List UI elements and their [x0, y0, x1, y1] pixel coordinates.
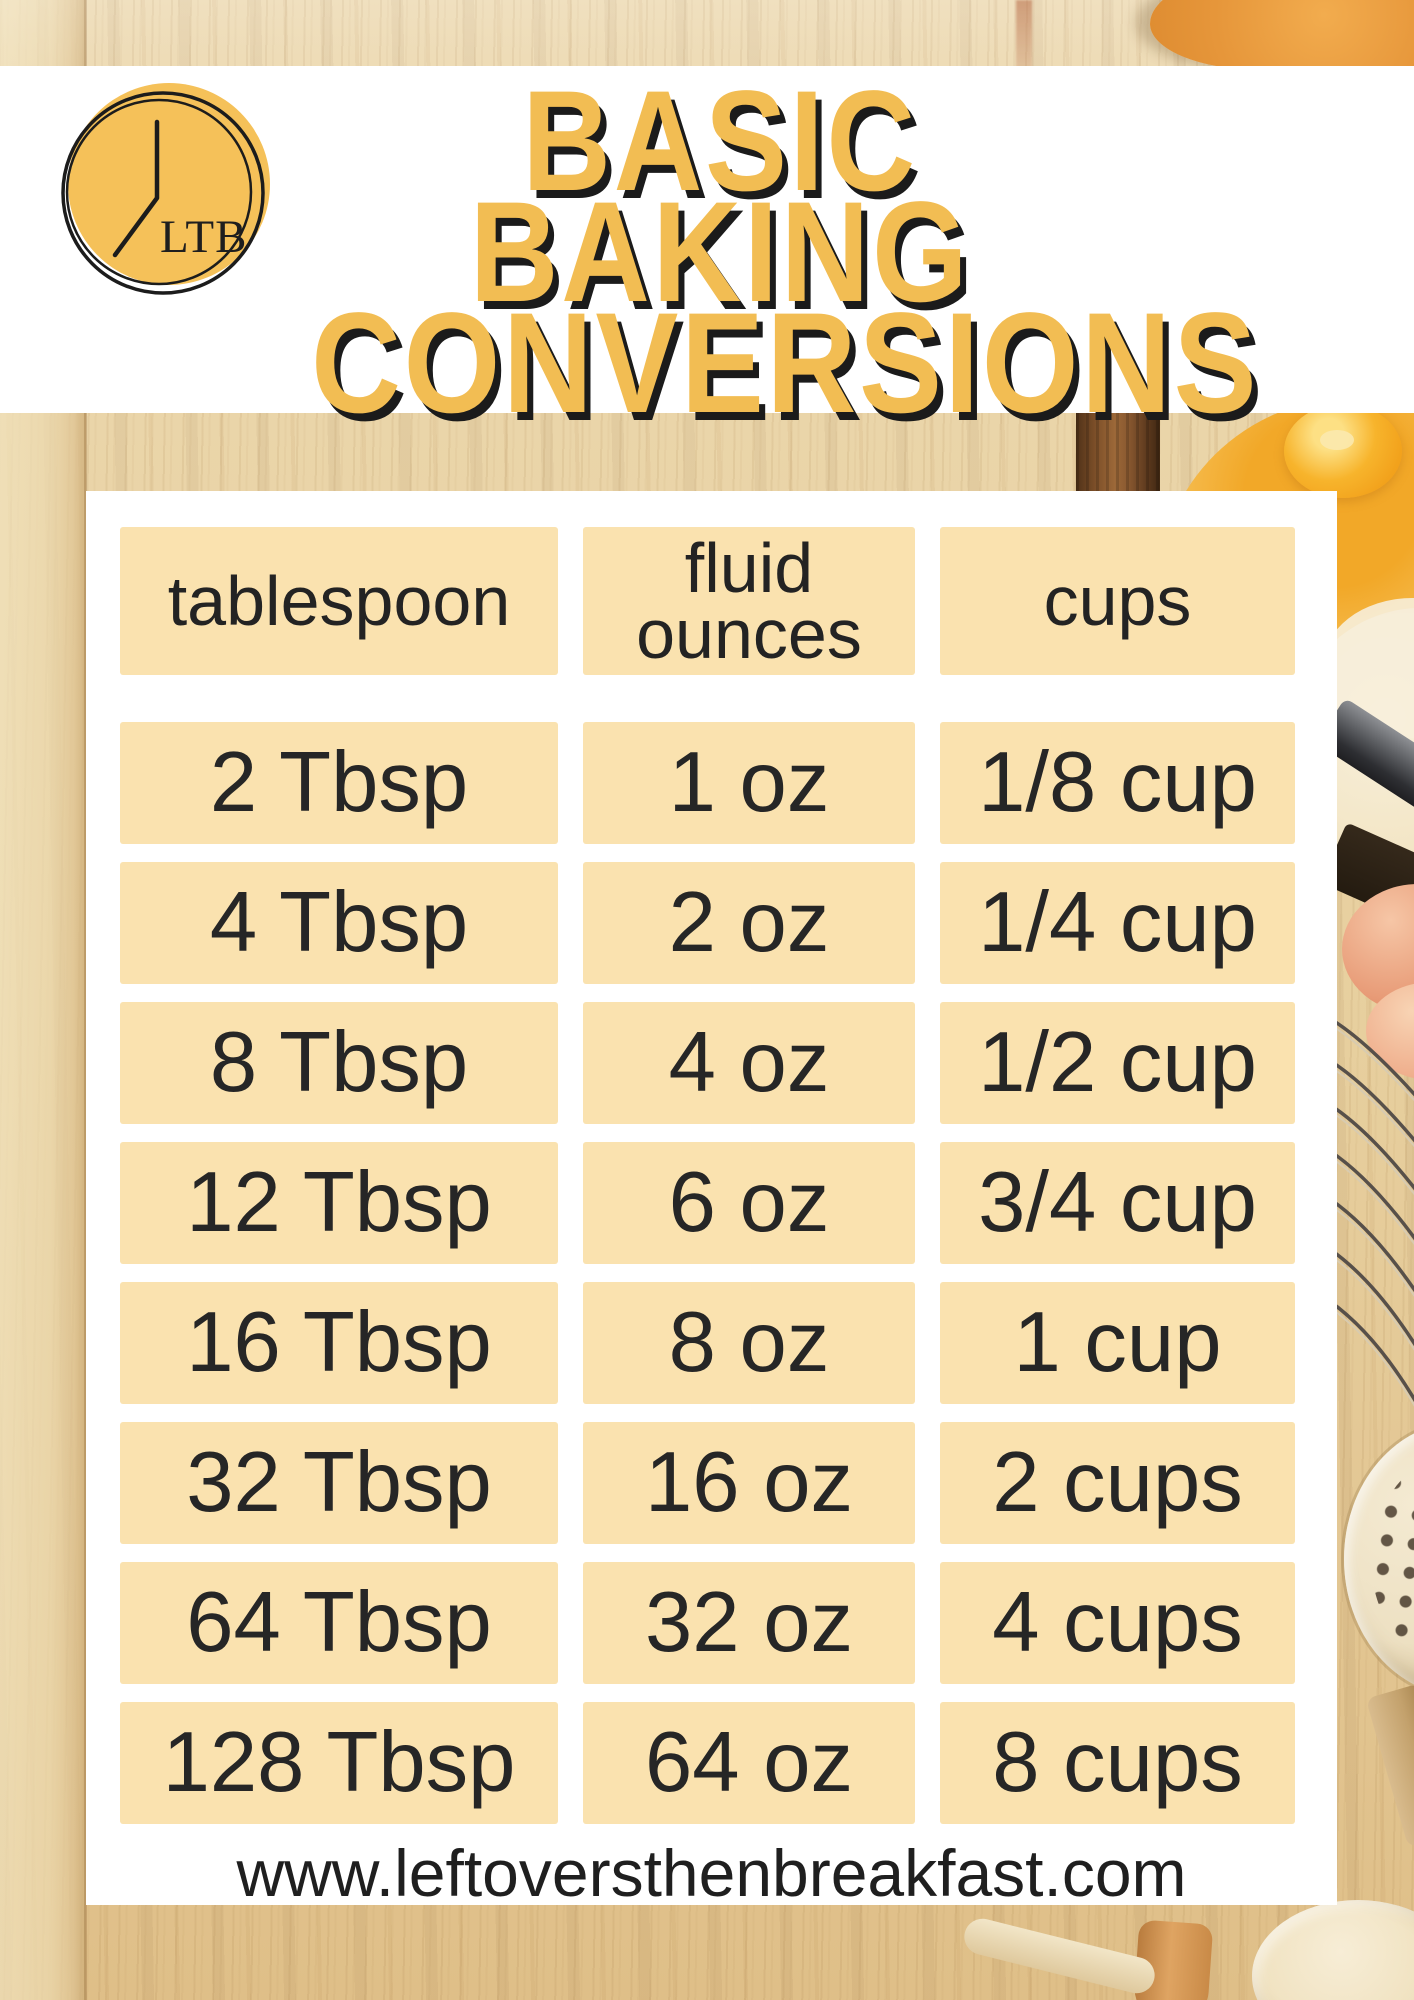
slotted-spoon-handle — [1365, 1683, 1414, 1848]
measuring-spoon-photo — [1252, 1900, 1414, 2000]
table-row: 128 Tbsp 64 oz 8 cups — [86, 1702, 1337, 1824]
slotted-spoon-photo — [1344, 1422, 1414, 1696]
page-title: BASIC BAKING CONVERSIONS — [250, 62, 1260, 443]
table-row: 8 Tbsp 4 oz 1/2 cup — [86, 1002, 1337, 1124]
measuring-spoon-handle-photo — [960, 1914, 1159, 1998]
logo-yellow-circle — [68, 83, 270, 285]
table-cell: 4 oz — [583, 1002, 915, 1124]
table-row: 12 Tbsp 6 oz 3/4 cup — [86, 1142, 1337, 1264]
table-cell: 4 cups — [940, 1562, 1295, 1684]
table-cell: 1/8 cup — [940, 722, 1295, 844]
wood-plank-seam — [84, 0, 87, 2000]
table-cell: 3/4 cup — [940, 1142, 1295, 1264]
conversion-table-panel: tablespoon fluid ounces cups 2 Tbsp 1 oz… — [86, 491, 1337, 1910]
title-line2: CONVERSIONS — [311, 284, 1260, 443]
table-header-row: tablespoon fluid ounces cups — [86, 527, 1337, 675]
table-cell: 128 Tbsp — [120, 1702, 558, 1824]
column-header-cups: cups — [940, 527, 1295, 675]
title-line1: BASIC BAKING — [469, 62, 971, 332]
table-row: 64 Tbsp 32 oz 4 cups — [86, 1562, 1337, 1684]
table-cell: 2 oz — [583, 862, 915, 984]
table-cell: 8 oz — [583, 1282, 915, 1404]
ltb-clock-logo: LTB — [61, 83, 270, 295]
table-row: 16 Tbsp 8 oz 1 cup — [86, 1282, 1337, 1404]
egg-yolk-icon — [1284, 404, 1402, 498]
table-cell: 2 cups — [940, 1422, 1295, 1544]
table-row: 32 Tbsp 16 oz 2 cups — [86, 1422, 1337, 1544]
whisk-icon — [1330, 1016, 1414, 1407]
logo-inner-ring — [65, 98, 253, 286]
egg-yolk-highlight — [1320, 430, 1354, 450]
wood-grain-streak — [1016, 0, 1032, 70]
table-cell: 4 Tbsp — [120, 862, 558, 984]
table-cell: 32 oz — [583, 1562, 915, 1684]
logo-outer-ring — [61, 91, 265, 295]
table-cell: 1/2 cup — [940, 1002, 1295, 1124]
cookie-photo — [1150, 0, 1414, 70]
table-cell: 1 cup — [940, 1282, 1295, 1404]
table-cell: 16 oz — [583, 1422, 915, 1544]
table-cell: 16 Tbsp — [120, 1282, 558, 1404]
table-body: 2 Tbsp 1 oz 1/8 cup 4 Tbsp 2 oz 1/4 cup … — [86, 722, 1337, 1824]
column-header-tablespoon: tablespoon — [120, 527, 558, 675]
table-cell: 6 oz — [583, 1142, 915, 1264]
logo-monogram: LTB — [160, 211, 247, 263]
table-cell: 2 Tbsp — [120, 722, 558, 844]
table-cell: 1/4 cup — [940, 862, 1295, 984]
table-row: 4 Tbsp 2 oz 1/4 cup — [86, 862, 1337, 984]
header-banner: LTB BASIC BAKING CONVERSIONS — [0, 66, 1414, 435]
table-cell: 64 oz — [583, 1702, 915, 1824]
website-url: www.leftoversthenbreakfast.com — [236, 1836, 1187, 1910]
table-cell: 12 Tbsp — [120, 1142, 558, 1264]
table-cell: 1 oz — [583, 722, 915, 844]
table-cell: 32 Tbsp — [120, 1422, 558, 1544]
table-row: 2 Tbsp 1 oz 1/8 cup — [86, 722, 1337, 844]
table-cell: 8 Tbsp — [120, 1002, 558, 1124]
slotted-spoon-holes — [1358, 1438, 1414, 1675]
column-header-fluid-ounces: fluid ounces — [583, 527, 915, 675]
table-cell: 64 Tbsp — [120, 1562, 558, 1684]
table-cell: 8 cups — [940, 1702, 1295, 1824]
clock-hands-icon — [112, 119, 160, 258]
